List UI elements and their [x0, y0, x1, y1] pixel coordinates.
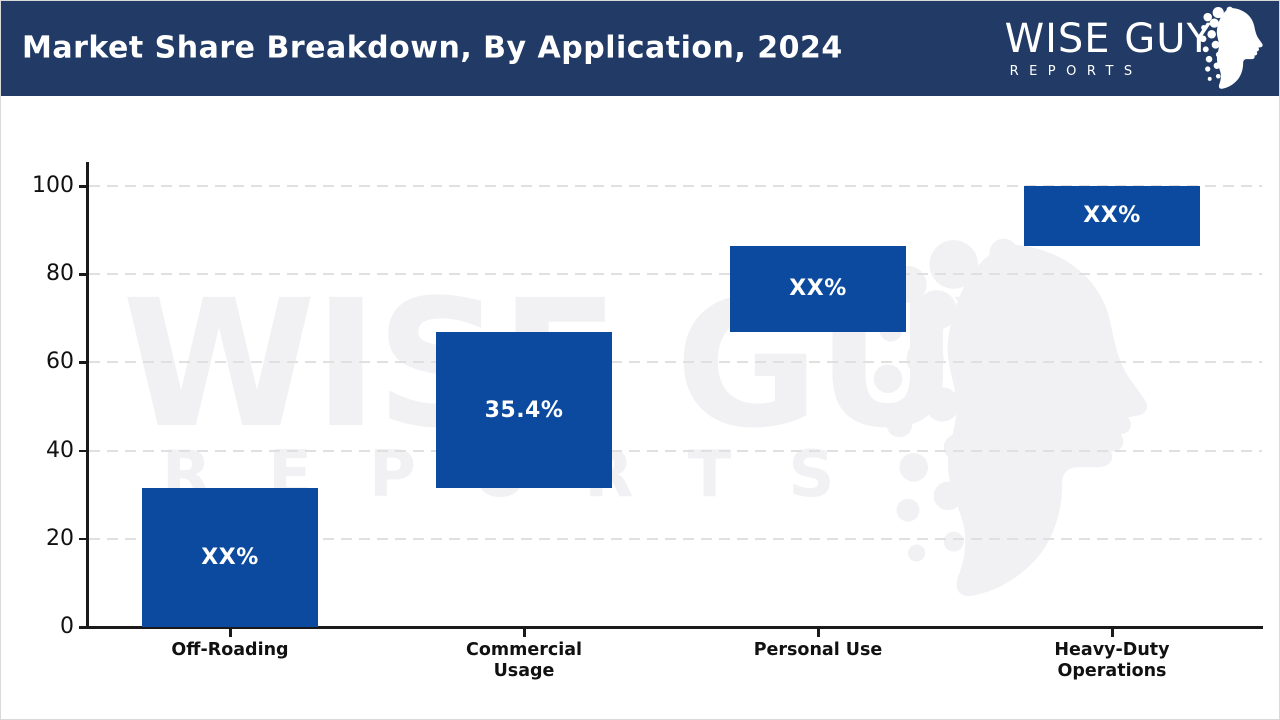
y-tick-mark-100 [79, 185, 87, 188]
x-axis-line [86, 626, 1263, 629]
wiseguy-logo: WISE GUY REPORTS [1005, 6, 1268, 92]
gridline-20 [89, 537, 1262, 540]
gridline-80 [89, 273, 1262, 276]
x-category-label: Commercial Usage [465, 640, 582, 681]
x-category-label: Heavy-Duty Operations [1054, 640, 1170, 681]
y-tick-label-40: 40 [46, 437, 74, 463]
gridline-40 [89, 449, 1262, 452]
x-tick-mark [817, 628, 820, 637]
gridline-100 [89, 185, 1262, 187]
y-tick-mark-0 [79, 626, 87, 629]
y-tick-mark-20 [79, 537, 87, 541]
x-tick-mark [1111, 628, 1114, 637]
y-tick-label-60: 60 [46, 349, 74, 375]
x-tick-mark [229, 628, 232, 637]
x-tick-mark [523, 628, 526, 637]
bar-value-label: XX% [1083, 203, 1141, 229]
logo-text: WISE GUY REPORTS [1005, 19, 1212, 79]
bar-personal-use: XX% [730, 245, 906, 332]
y-tick-mark-40 [79, 449, 87, 453]
bar-heavy-duty-operations: XX% [1024, 186, 1200, 246]
y-tick-label-0: 0 [60, 614, 74, 639]
y-tick-label-100: 100 [32, 173, 74, 198]
bar-value-label: 35.4% [484, 397, 564, 423]
logo-brand-text: WISE GUY [1004, 16, 1212, 62]
bar-off-roading: XX% [142, 488, 318, 627]
bar-value-label: XX% [789, 276, 847, 302]
gridline-60 [89, 361, 1262, 364]
bar-commercial-usage: 35.4% [436, 331, 612, 489]
y-tick-mark-60 [79, 361, 87, 364]
header-bar: Market Share Breakdown, By Application, … [0, 0, 1280, 96]
logo-sub-text: REPORTS [1009, 64, 1143, 79]
bar-value-label: XX% [201, 545, 259, 571]
y-tick-label-20: 20 [46, 525, 74, 551]
y-axis-line [86, 162, 89, 629]
x-category-label: Off-Roading [171, 640, 289, 660]
y-tick-mark-80 [79, 273, 87, 276]
x-category-label: Personal Use [753, 640, 883, 660]
logo-head-icon [1199, 6, 1263, 89]
page-title: Market Share Breakdown, By Application, … [22, 30, 843, 66]
y-tick-label-80: 80 [46, 261, 74, 287]
